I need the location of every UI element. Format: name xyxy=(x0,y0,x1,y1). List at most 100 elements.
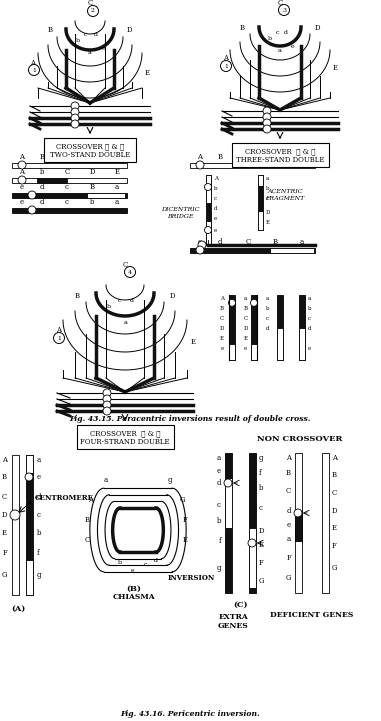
Text: b: b xyxy=(266,306,269,311)
Text: a: a xyxy=(217,454,221,462)
Text: a: a xyxy=(124,321,128,325)
Text: E: E xyxy=(333,64,338,72)
Bar xyxy=(258,175,263,186)
FancyBboxPatch shape xyxy=(44,138,136,162)
Text: B: B xyxy=(240,24,245,32)
Text: e: e xyxy=(20,183,24,191)
Text: A: A xyxy=(214,175,218,180)
Text: D: D xyxy=(219,327,224,332)
Text: A: A xyxy=(19,168,24,176)
Bar xyxy=(11,455,19,595)
Circle shape xyxy=(71,108,79,116)
Text: a: a xyxy=(115,198,119,206)
Text: e: e xyxy=(214,229,217,234)
Bar xyxy=(229,295,235,360)
Bar xyxy=(299,327,305,360)
Text: c: c xyxy=(266,317,269,322)
Bar xyxy=(270,247,314,252)
Bar xyxy=(87,193,125,198)
Text: A: A xyxy=(88,496,93,504)
Text: g: g xyxy=(37,571,42,579)
Text: e: e xyxy=(291,43,295,48)
Text: A: A xyxy=(220,296,224,301)
Text: E: E xyxy=(145,69,150,77)
Bar xyxy=(12,193,127,198)
Text: FOUR-STRAND DOUBLE: FOUR-STRAND DOUBLE xyxy=(80,438,170,446)
Text: 1: 1 xyxy=(32,68,36,73)
Text: F: F xyxy=(332,542,337,550)
Text: 3: 3 xyxy=(282,7,286,12)
Bar xyxy=(248,528,256,588)
Text: D: D xyxy=(272,153,278,161)
Bar xyxy=(87,193,125,198)
Text: 1: 1 xyxy=(224,63,228,68)
Text: E: E xyxy=(183,536,188,544)
Text: C: C xyxy=(245,238,251,246)
Text: D: D xyxy=(89,153,95,161)
Text: b: b xyxy=(37,529,42,537)
Bar xyxy=(37,177,67,182)
Text: E: E xyxy=(266,219,270,224)
Bar xyxy=(26,455,32,473)
Text: e: e xyxy=(287,521,291,529)
Text: e: e xyxy=(221,347,224,352)
Bar xyxy=(258,175,263,230)
Text: e: e xyxy=(37,473,41,481)
Text: a: a xyxy=(300,238,304,246)
Text: E: E xyxy=(2,529,7,537)
Text: E: E xyxy=(244,337,248,342)
Bar xyxy=(295,453,301,593)
Text: A: A xyxy=(332,454,337,462)
Text: c: c xyxy=(259,504,263,512)
Text: C: C xyxy=(122,261,128,269)
Text: c: c xyxy=(217,501,221,509)
Circle shape xyxy=(205,226,211,234)
Text: d: d xyxy=(266,327,269,332)
Text: e: e xyxy=(308,347,311,352)
Text: b: b xyxy=(107,304,111,309)
Text: g: g xyxy=(168,476,172,484)
Text: C: C xyxy=(85,536,90,544)
Text: CHIASMA: CHIASMA xyxy=(113,593,155,601)
Text: F: F xyxy=(259,559,264,567)
Text: D: D xyxy=(332,507,338,515)
Text: c: c xyxy=(84,32,88,37)
Text: C: C xyxy=(2,493,7,501)
Bar xyxy=(251,295,257,360)
Text: A: A xyxy=(223,54,228,62)
Circle shape xyxy=(103,389,111,397)
Text: B: B xyxy=(90,183,94,191)
Text: g: g xyxy=(216,564,221,572)
Text: C: C xyxy=(277,0,283,7)
Text: E: E xyxy=(191,338,196,346)
Text: c: c xyxy=(275,30,279,35)
Text: D: D xyxy=(170,292,176,300)
Text: D: D xyxy=(89,168,95,176)
Text: a: a xyxy=(104,476,108,484)
Text: a: a xyxy=(308,296,311,301)
Text: b: b xyxy=(40,168,44,176)
Text: G: G xyxy=(180,496,186,504)
Text: a: a xyxy=(278,48,282,53)
Text: A: A xyxy=(19,153,24,161)
Text: C: C xyxy=(245,153,251,161)
Text: b: b xyxy=(118,560,122,565)
Text: b: b xyxy=(76,37,80,43)
Text: d: d xyxy=(284,30,288,35)
Text: d: d xyxy=(37,493,42,501)
Text: a: a xyxy=(266,175,269,180)
Text: d: d xyxy=(216,479,221,487)
Text: b: b xyxy=(214,187,218,192)
Text: (B): (B) xyxy=(126,585,141,593)
Circle shape xyxy=(263,107,271,115)
Circle shape xyxy=(88,6,99,17)
Circle shape xyxy=(229,299,235,306)
Text: DEFICIENT GENES: DEFICIENT GENES xyxy=(270,611,353,619)
Text: Fig. 43.15. Paracentric inversions result of double cross.: Fig. 43.15. Paracentric inversions resul… xyxy=(69,415,311,423)
Text: C: C xyxy=(220,317,224,322)
Text: Fig. 43.16. Pericentric inversion.: Fig. 43.16. Pericentric inversion. xyxy=(120,710,260,718)
Text: E: E xyxy=(220,337,224,342)
Text: A: A xyxy=(197,153,202,161)
Circle shape xyxy=(18,176,26,184)
Text: CROSSOVER ① & ②: CROSSOVER ① & ② xyxy=(56,143,124,151)
